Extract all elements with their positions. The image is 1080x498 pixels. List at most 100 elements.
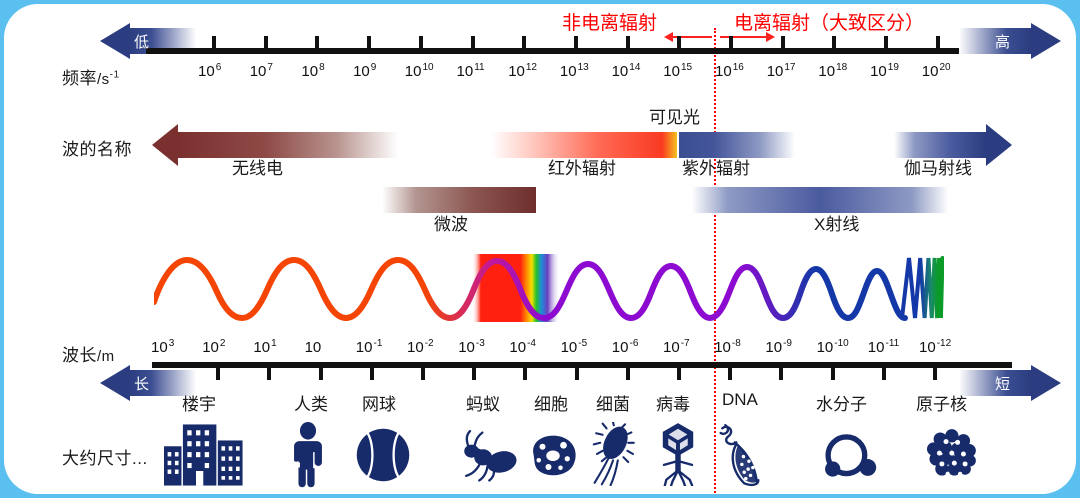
band-label-radio: 无线电: [232, 159, 283, 178]
band-xray: [692, 187, 948, 213]
frequency-tick-label: 1016: [715, 62, 744, 80]
tick-base: 10: [253, 339, 271, 356]
frequency-tick: [935, 36, 940, 49]
tennis-ball-icon: [356, 428, 410, 482]
frequency-tick: [470, 36, 475, 49]
band-ultraviolet: [679, 132, 795, 158]
ionizing-label: 电离辐射（大致区分）: [734, 13, 925, 34]
frequency-tick-label: 108: [301, 62, 324, 80]
non-ionizing-arrow-line: [672, 36, 712, 38]
tick-exponent: 7: [267, 62, 273, 73]
frequency-axis-exp: -1: [109, 69, 120, 81]
tick-base: 10: [663, 339, 680, 356]
person-icon: [287, 422, 329, 488]
ionizing-arrow-line: [720, 36, 768, 38]
tick-exponent: -6: [629, 338, 639, 349]
wavelength-tick: [574, 367, 579, 380]
bacteria-icon: [588, 422, 638, 486]
frequency-tick: [729, 36, 733, 49]
electromagnetic-wave-illustration: [154, 244, 944, 334]
wavelength-tick: [216, 367, 221, 380]
tick-base: 10: [458, 339, 475, 356]
frequency-tick-label: 1011: [457, 62, 485, 80]
wavelength-tick: [933, 367, 937, 380]
diagram-card: 非电离辐射 电离辐射（大致区分） 频率/s-1 低 高 106 107 108 109…: [4, 4, 1076, 494]
low-frequency-label: 低: [134, 34, 150, 51]
virus-icon: [652, 422, 704, 486]
tick-exponent: -12: [936, 338, 952, 349]
size-item-label: 原子核: [916, 395, 967, 414]
frequency-tick: [263, 36, 268, 49]
tick-exponent: 2: [219, 338, 226, 349]
frequency-tick-label: 107: [250, 62, 273, 80]
tick-exponent: -11: [885, 338, 900, 349]
frequency-tick-label: 1018: [818, 62, 847, 80]
tick-exponent: 1: [271, 338, 277, 349]
wavelength-axis-bar: [152, 362, 1012, 368]
high-arrow-body: [959, 28, 1031, 54]
water-molecule-icon: [822, 432, 880, 480]
short-wavelength-label: 短: [995, 376, 1011, 393]
band-label-infrared: 红外辐射: [548, 159, 616, 178]
tick-base: 10: [867, 339, 885, 356]
band-label-ultraviolet: 紫外辐射: [682, 159, 750, 178]
atomic-nucleus-icon: [922, 426, 980, 482]
wavelength-tick-label: 102: [202, 338, 225, 356]
non-ionizing-label: 非电离辐射: [562, 13, 658, 34]
tick-base: 10: [559, 63, 577, 80]
frequency-tick-label: 109: [353, 62, 376, 80]
frequency-tick-label: 1014: [612, 62, 641, 80]
short-arrow-body: [959, 370, 1031, 396]
ionizing-divider-line: [714, 28, 716, 493]
long-arrow-head-icon: [100, 365, 130, 401]
frequency-tick: [677, 36, 682, 49]
tick-base: 10: [509, 339, 527, 356]
wavelength-tick-label: 101: [253, 338, 276, 356]
tick-exponent: 14: [629, 62, 641, 73]
tick-exponent: -5: [578, 338, 588, 349]
frequency-tick: [884, 36, 889, 49]
wavelength-tick: [267, 367, 272, 380]
tick-base: 10: [249, 63, 267, 80]
wavelength-axis-title: 波长/m: [62, 341, 115, 366]
tick-base: 10: [765, 339, 783, 356]
band-microwave: [382, 187, 536, 213]
tick-base: 10: [151, 339, 168, 356]
tick-base: 10: [870, 63, 887, 80]
tick-exponent: 10: [422, 62, 434, 73]
wavelength-tick-label: 10-10: [817, 338, 849, 356]
size-item-label: 楼宇: [182, 395, 216, 414]
wavelength-tick-label: 10-8: [714, 338, 741, 356]
frequency-tick-label: 106: [198, 62, 221, 80]
frequency-tick: [418, 36, 423, 49]
size-item-label: 人类: [294, 395, 328, 414]
wavelength-tick: [472, 367, 477, 380]
size-item-label: 蚂蚁: [466, 395, 500, 414]
tick-exponent: -3: [475, 338, 485, 349]
wavelength-tick-label: 10-4: [509, 338, 536, 356]
buildings-icon: [164, 424, 244, 486]
wavelength-tick: [318, 367, 323, 380]
tick-exponent: -7: [680, 338, 690, 349]
high-arrow-head-icon: [1031, 23, 1061, 59]
tick-exponent: 3: [168, 338, 175, 349]
wavelength-tick-label: 10-7: [663, 338, 690, 356]
frequency-tick: [522, 36, 527, 49]
frequency-tick-label: 1013: [560, 62, 589, 80]
size-item-label: DNA: [722, 390, 758, 409]
tick-base: 10: [714, 339, 731, 356]
tick-base: 10: [456, 63, 474, 80]
frequency-tick: [367, 36, 372, 49]
wavelength-tick-label: 10: [305, 338, 323, 356]
size-item-label: 病毒: [656, 395, 690, 414]
tick-exponent: 8: [319, 62, 325, 73]
frequency-tick: [625, 36, 630, 49]
tick-exponent: -9: [783, 338, 792, 349]
tick-base: 10: [560, 339, 578, 356]
wavelength-tick-label: 10-12: [919, 338, 951, 356]
tick-exponent: 16: [732, 62, 744, 73]
short-wavelength-arrow: 短: [959, 365, 1063, 401]
frequency-tick: [315, 36, 320, 49]
low-arrow-head-icon: [100, 23, 130, 59]
